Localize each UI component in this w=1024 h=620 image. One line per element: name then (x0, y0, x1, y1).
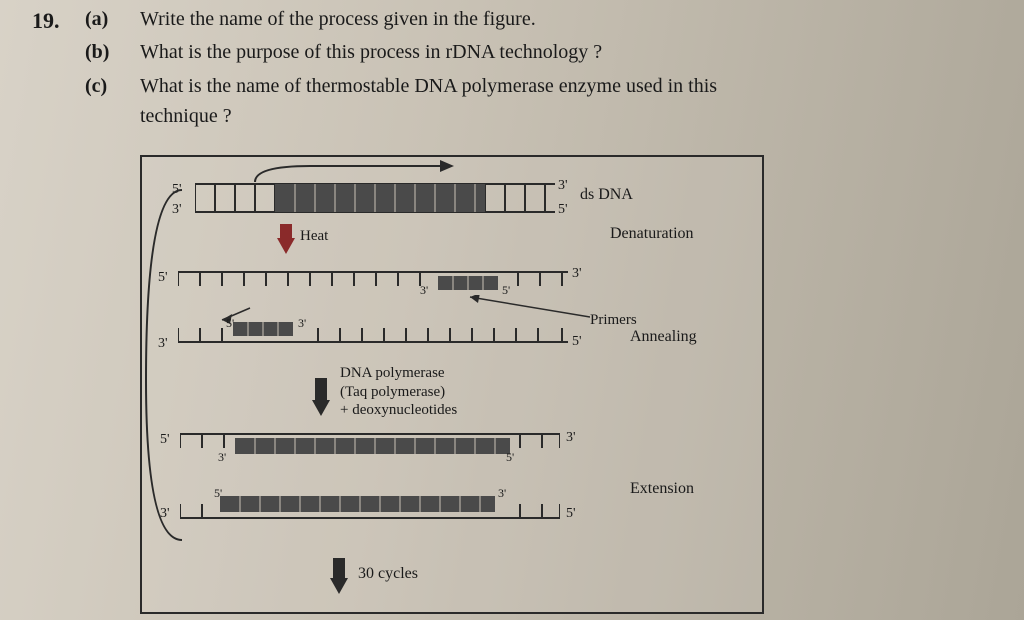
r2-top-primer-3p: 3' (420, 283, 428, 298)
page-scan: 19. (a) Write the name of the process gi… (0, 0, 1024, 620)
part-b-letter: (b) (85, 41, 109, 64)
polymerase-line3: + deoxynucleotides (340, 402, 457, 419)
polymerase-line1: DNA polymerase (340, 365, 445, 382)
denaturation-label: Denaturation (610, 225, 694, 243)
end-label-5p-r1: 5' (558, 202, 568, 218)
primers-label: Primers (590, 312, 637, 329)
question-number: 19. (32, 8, 60, 34)
diagram-box (140, 155, 764, 614)
heat-arrow-head (277, 238, 295, 254)
annealing-label: Annealing (630, 328, 697, 346)
part-b-text: What is the purpose of this process in r… (140, 41, 602, 64)
part-a-letter: (a) (85, 8, 108, 31)
heat-arrow-stem (280, 224, 292, 238)
r2-bot-primer-5p: 5' (226, 316, 234, 331)
dsdna-label: ds DNA (580, 186, 633, 204)
part-c-letter: (c) (85, 75, 107, 98)
r2-bot-primer-3p: 3' (298, 316, 306, 331)
extension-label: Extension (630, 480, 694, 498)
end-label-3p-r1: 3' (558, 178, 568, 194)
loop-back-curve (142, 180, 202, 550)
primer-pointer (460, 295, 590, 325)
cycles-arrow-head (330, 578, 348, 594)
part-c-text-line1: What is the name of thermostable DNA pol… (140, 75, 950, 98)
part-a-text: Write the name of the process given in t… (140, 8, 536, 31)
ss-bottom-strand (178, 322, 568, 346)
cycles-arrow-stem (333, 558, 345, 578)
r3b-5p-right: 5' (566, 506, 576, 522)
r2-bot-5p: 5' (572, 334, 582, 350)
polymerase-line2: (Taq polymerase) (340, 384, 445, 401)
polymerase-arrow-stem (315, 378, 327, 400)
cycles-label: 30 cycles (358, 565, 418, 583)
heat-label: Heat (300, 228, 328, 245)
r3a-inner-5p: 5' (506, 450, 514, 465)
r3a-inner-3p: 3' (218, 450, 226, 465)
r2-top-3p: 3' (572, 266, 582, 282)
bracket-arrow (250, 160, 480, 188)
ext-top-duplex (180, 430, 560, 466)
polymerase-arrow-head (312, 400, 330, 416)
r3a-3p-right: 3' (566, 430, 576, 446)
r3b-inner-5p: 5' (214, 486, 222, 501)
r3b-inner-3p: 3' (498, 486, 506, 501)
part-c-text-line2: technique ? (140, 105, 232, 128)
